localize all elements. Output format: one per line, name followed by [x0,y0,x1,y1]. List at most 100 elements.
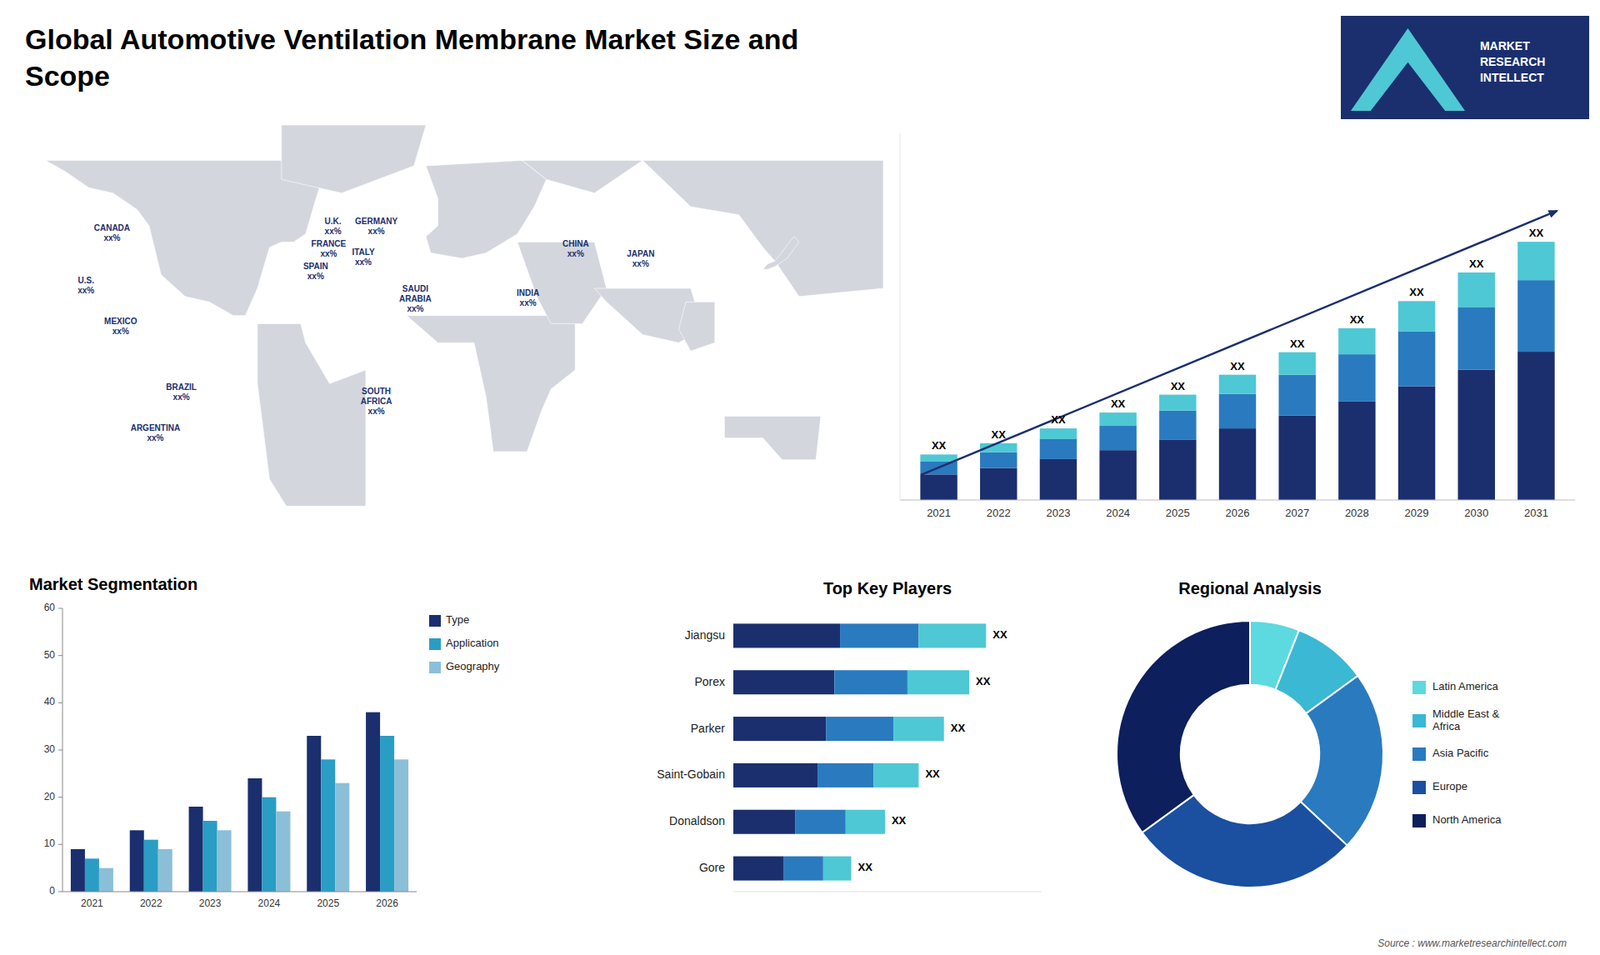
legend-swatch [429,615,441,627]
bars [733,623,986,880]
legend-swatch [1412,780,1426,795]
y-tick [58,891,63,893]
logo-text: MARKETRESEARCHINTELLECT [1480,39,1546,85]
text-line: Top Key Players [823,579,952,598]
bar-segment [1159,410,1196,440]
logo-mark [1350,28,1465,111]
text-line: XX [925,768,940,781]
text-line: 2025 [1165,506,1190,520]
bar-segment [733,670,835,695]
text-line: SPAIN [303,261,329,271]
x-tick-label: 2030 [1464,506,1489,520]
bar-segment [817,763,874,788]
land [45,160,330,315]
text-line: xx% [355,257,372,267]
text-line: 2025 [316,897,340,910]
x-tick-label: 2025 [316,897,340,910]
x-tick-label: 2026 [1225,506,1250,520]
text-line: XX [1290,337,1305,350]
map-label: INDIAxx% [516,288,540,308]
text-line: 2021 [80,897,104,910]
bar-segment [1219,394,1256,429]
text-line: INTELLECT [1480,70,1545,85]
text-line: 2027 [1285,506,1310,520]
y-tick [58,608,63,610]
legend-swatch [429,638,441,650]
bar-segment [920,474,957,500]
bar [261,797,276,892]
y-tick-label: Jiangsu [685,628,725,642]
legend-swatch [1412,747,1426,761]
map-label: SPAINxx% [303,261,329,281]
trend-arrow [920,210,1557,475]
text-line: Latin America [1432,680,1500,693]
text-line: 2026 [375,897,399,910]
bar-segment [1219,375,1256,395]
bar-segment [980,452,1017,469]
bar-segment [918,623,986,648]
text-line: xx% [368,406,385,416]
bar-segment [784,856,824,881]
text-line: 2022 [140,897,163,910]
map-label: GERMANYxx% [355,216,398,236]
map-label: FRANCExx% [311,239,347,259]
bar-segment [1398,331,1435,387]
bar-segment [873,763,919,788]
bar-label: XX [992,628,1008,641]
text-line: 30 [44,743,56,755]
bar-label: XX [1050,413,1066,426]
logo: MARKETRESEARCHINTELLECT [1340,15,1590,120]
land [406,315,575,452]
bar [85,858,100,892]
bar-segment [1458,272,1495,307]
y-tick-label: Donaldson [669,814,725,828]
bar-label: XX [1110,397,1126,410]
bar-segment [845,810,885,835]
text-line: Geography [445,660,500,673]
text-line: XX [1469,257,1485,270]
legend-label: Application [445,636,500,650]
legend-swatch [429,661,441,674]
text-line: Gore [699,860,725,875]
bar-segment [1517,351,1555,500]
legend-label: Asia Pacific [1432,746,1490,760]
bar [70,849,85,892]
legend-label: Type [445,613,470,626]
text-line: XX [931,439,947,452]
bar-segment [834,670,908,695]
bar [144,840,159,892]
x-tick-label: 2025 [1165,506,1190,520]
bar-segment [733,763,818,788]
text-line: Jiangsu [685,628,725,642]
text-line: xx% [520,298,537,308]
text-line: XX [975,675,991,688]
legend-label: Europe [1432,780,1468,793]
bar-label: XX [950,721,966,735]
map-label: U.S.xx% [77,275,95,295]
bar-segment [825,716,894,741]
text-line: North America [1432,813,1502,826]
y-tick [58,844,63,845]
bar-segment [1398,385,1435,500]
x-tick-label: 2022 [986,506,1011,520]
chart-title: Top Key Players [823,579,952,598]
land [281,125,426,194]
text-line: 2028 [1345,506,1370,520]
bar-segment [733,716,826,741]
text-line: ITALY [351,247,375,257]
x-tick-label: 2027 [1285,506,1310,520]
text-line: Parker [690,720,726,735]
y-tick-label: Porex [694,674,725,688]
bar-segment [1517,241,1555,280]
bar-segment [1278,415,1315,500]
bar-segment [1099,450,1136,500]
bar-label: XX [991,428,1007,441]
text-line: 40 [44,696,56,709]
land [517,241,607,324]
text-line: XX [858,861,874,875]
text-line: 2021 [926,506,951,520]
bar-label: XX [1350,313,1365,326]
text-line: XX [950,721,966,735]
bar [203,820,218,892]
text-line: Source : www.marketresearchintellect.com [1377,937,1567,950]
